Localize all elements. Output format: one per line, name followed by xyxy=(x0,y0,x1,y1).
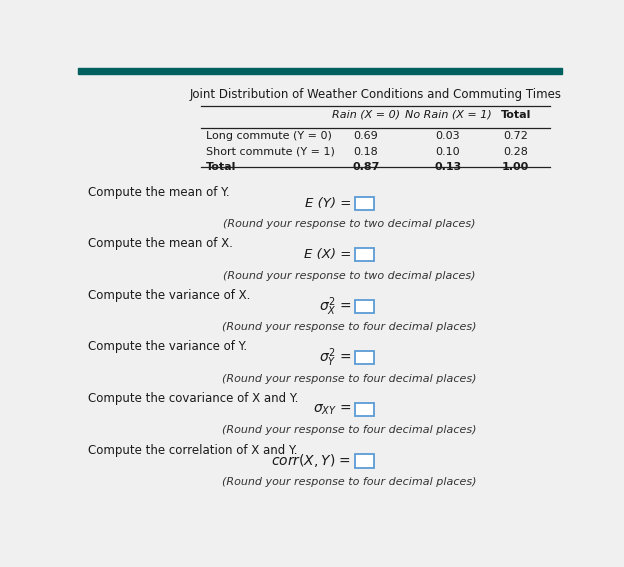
Text: Compute the mean of X.: Compute the mean of X. xyxy=(87,238,233,251)
Text: 1.00: 1.00 xyxy=(502,162,529,172)
FancyBboxPatch shape xyxy=(355,197,374,210)
FancyBboxPatch shape xyxy=(355,300,374,313)
Text: 0.10: 0.10 xyxy=(436,147,461,156)
Text: 0.28: 0.28 xyxy=(503,147,528,156)
Text: 0.18: 0.18 xyxy=(353,147,378,156)
FancyBboxPatch shape xyxy=(355,403,374,416)
Text: (Round your response to four decimal places): (Round your response to four decimal pla… xyxy=(222,425,476,435)
FancyBboxPatch shape xyxy=(355,248,374,261)
FancyBboxPatch shape xyxy=(355,352,374,365)
FancyBboxPatch shape xyxy=(355,454,374,468)
Text: 0.87: 0.87 xyxy=(352,162,379,172)
Text: Rain (X = 0): Rain (X = 0) xyxy=(332,109,400,120)
Text: E (X) =: E (X) = xyxy=(304,248,351,261)
Text: $\sigma_X^2$ =: $\sigma_X^2$ = xyxy=(319,295,351,318)
Text: 0.69: 0.69 xyxy=(353,132,378,141)
Text: Long commute (Y = 0): Long commute (Y = 0) xyxy=(206,132,332,141)
Text: $\it{corr}(X, Y)$ =: $\it{corr}(X, Y)$ = xyxy=(271,452,351,469)
Text: Short commute (Y = 1): Short commute (Y = 1) xyxy=(206,147,335,156)
Text: (Round your response to four decimal places): (Round your response to four decimal pla… xyxy=(222,374,476,384)
Text: Total: Total xyxy=(206,162,236,172)
Text: (Round your response to two decimal places): (Round your response to two decimal plac… xyxy=(223,271,475,281)
Text: $\sigma_{XY}$ =: $\sigma_{XY}$ = xyxy=(313,402,351,417)
Text: No Rain (X = 1): No Rain (X = 1) xyxy=(404,109,491,120)
Bar xyxy=(78,68,562,74)
Text: E (Y) =: E (Y) = xyxy=(305,197,351,210)
Text: Compute the variance of X.: Compute the variance of X. xyxy=(87,289,250,302)
Text: (Round your response to four decimal places): (Round your response to four decimal pla… xyxy=(222,477,476,487)
Text: Compute the covariance of X and Y.: Compute the covariance of X and Y. xyxy=(87,392,298,405)
Text: Total: Total xyxy=(500,109,531,120)
Text: 0.72: 0.72 xyxy=(503,132,528,141)
Text: 0.03: 0.03 xyxy=(436,132,461,141)
Text: Compute the mean of Y.: Compute the mean of Y. xyxy=(87,186,229,199)
Text: (Round your response to two decimal places): (Round your response to two decimal plac… xyxy=(223,219,475,229)
Text: $\sigma_Y^2$ =: $\sigma_Y^2$ = xyxy=(319,346,351,369)
Text: Compute the variance of Y.: Compute the variance of Y. xyxy=(87,340,247,353)
Text: (Round your response to four decimal places): (Round your response to four decimal pla… xyxy=(222,323,476,332)
Text: Compute the correlation of X and Y.: Compute the correlation of X and Y. xyxy=(87,443,297,456)
Text: 0.13: 0.13 xyxy=(434,162,462,172)
Text: Joint Distribution of Weather Conditions and Commuting Times: Joint Distribution of Weather Conditions… xyxy=(190,88,562,101)
